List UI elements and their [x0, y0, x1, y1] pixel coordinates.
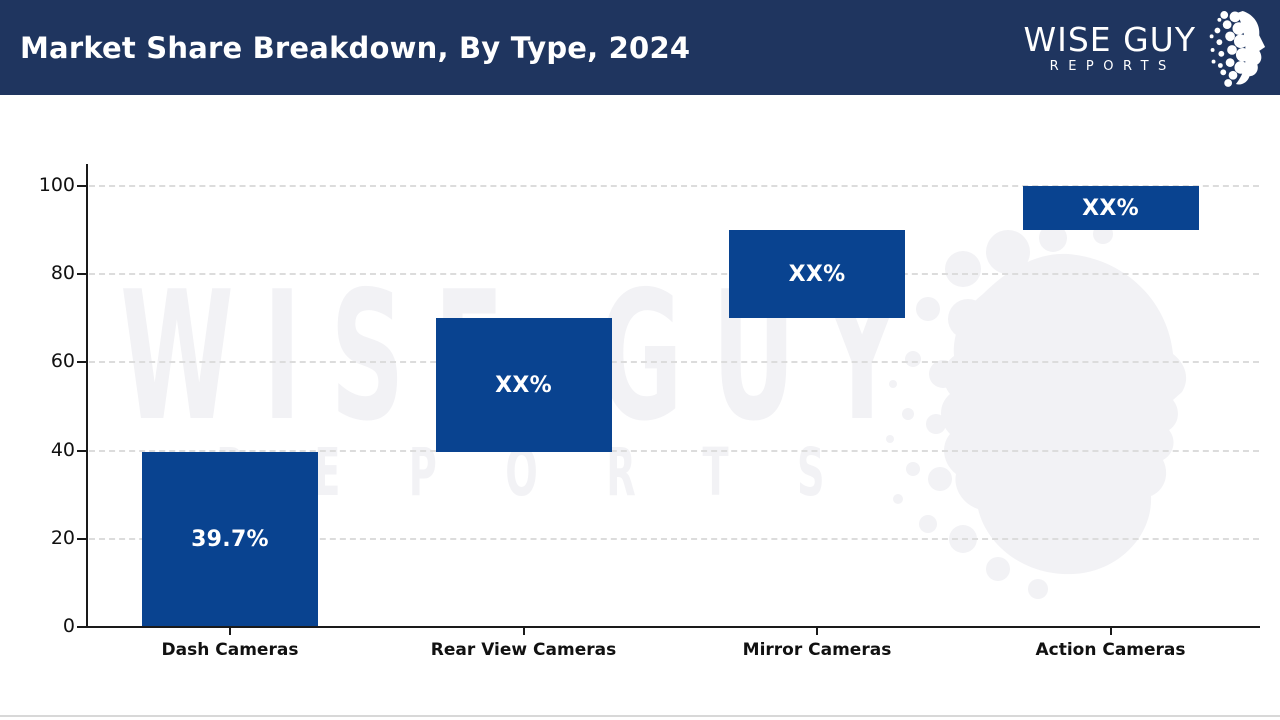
y-tick-label-20: 20	[50, 526, 75, 549]
bar-label-1: XX%	[495, 372, 552, 398]
header-bar: Market Share Breakdown, By Type, 2024 WI…	[0, 0, 1280, 95]
y-tick-80	[77, 273, 87, 276]
bar-3: XX%	[1022, 186, 1199, 231]
gridline-100	[89, 185, 1259, 187]
x-tick-label-0: Dash Cameras	[161, 640, 299, 660]
x-tick-2	[816, 628, 818, 635]
logo-wordmark: WISE GUY REPORTS	[1023, 19, 1196, 75]
y-tick-20	[77, 537, 87, 540]
y-tick-40	[77, 449, 87, 452]
x-tick-label-2: Mirror Cameras	[742, 640, 892, 660]
x-axis-line	[86, 626, 1260, 628]
bar-label-3: XX%	[1082, 195, 1139, 221]
x-tick-0	[229, 628, 231, 635]
y-tick-60	[77, 361, 87, 364]
y-tick-100	[77, 185, 87, 187]
brand-logo: WISE GUY REPORTS	[1023, 6, 1268, 90]
y-tick-label-100: 100	[38, 174, 75, 196]
y-tick-label-80: 80	[50, 262, 75, 285]
y-tick-0	[77, 626, 87, 628]
y-tick-label-0: 0	[62, 615, 75, 637]
bar-1: XX%	[435, 318, 612, 452]
y-tick-label-40: 40	[50, 438, 75, 461]
logo-line2: REPORTS	[1049, 59, 1176, 75]
bar-2: XX%	[729, 230, 905, 319]
x-tick-3	[1109, 628, 1112, 635]
y-tick-label-60: 60	[50, 350, 75, 373]
page-title: Market Share Breakdown, By Type, 2024	[20, 30, 691, 65]
bar-label-0: 39.7%	[191, 526, 269, 552]
x-tick-1	[522, 628, 525, 635]
x-tick-label-3: Action Cameras	[1035, 640, 1186, 660]
gridline-40	[89, 449, 1259, 452]
dotted-head-icon	[1209, 11, 1266, 87]
logo-line1: WISE GUY	[1023, 19, 1196, 59]
x-tick-label-1: Rear View Cameras	[430, 640, 617, 660]
y-axis-line	[86, 164, 88, 628]
bar-0: 39.7%	[142, 451, 318, 627]
gridline-60	[89, 361, 1259, 364]
gridline-80	[89, 273, 1259, 276]
bottom-divider	[0, 715, 1280, 717]
bar-label-2: XX%	[788, 261, 846, 287]
gridline-20	[89, 537, 1259, 540]
